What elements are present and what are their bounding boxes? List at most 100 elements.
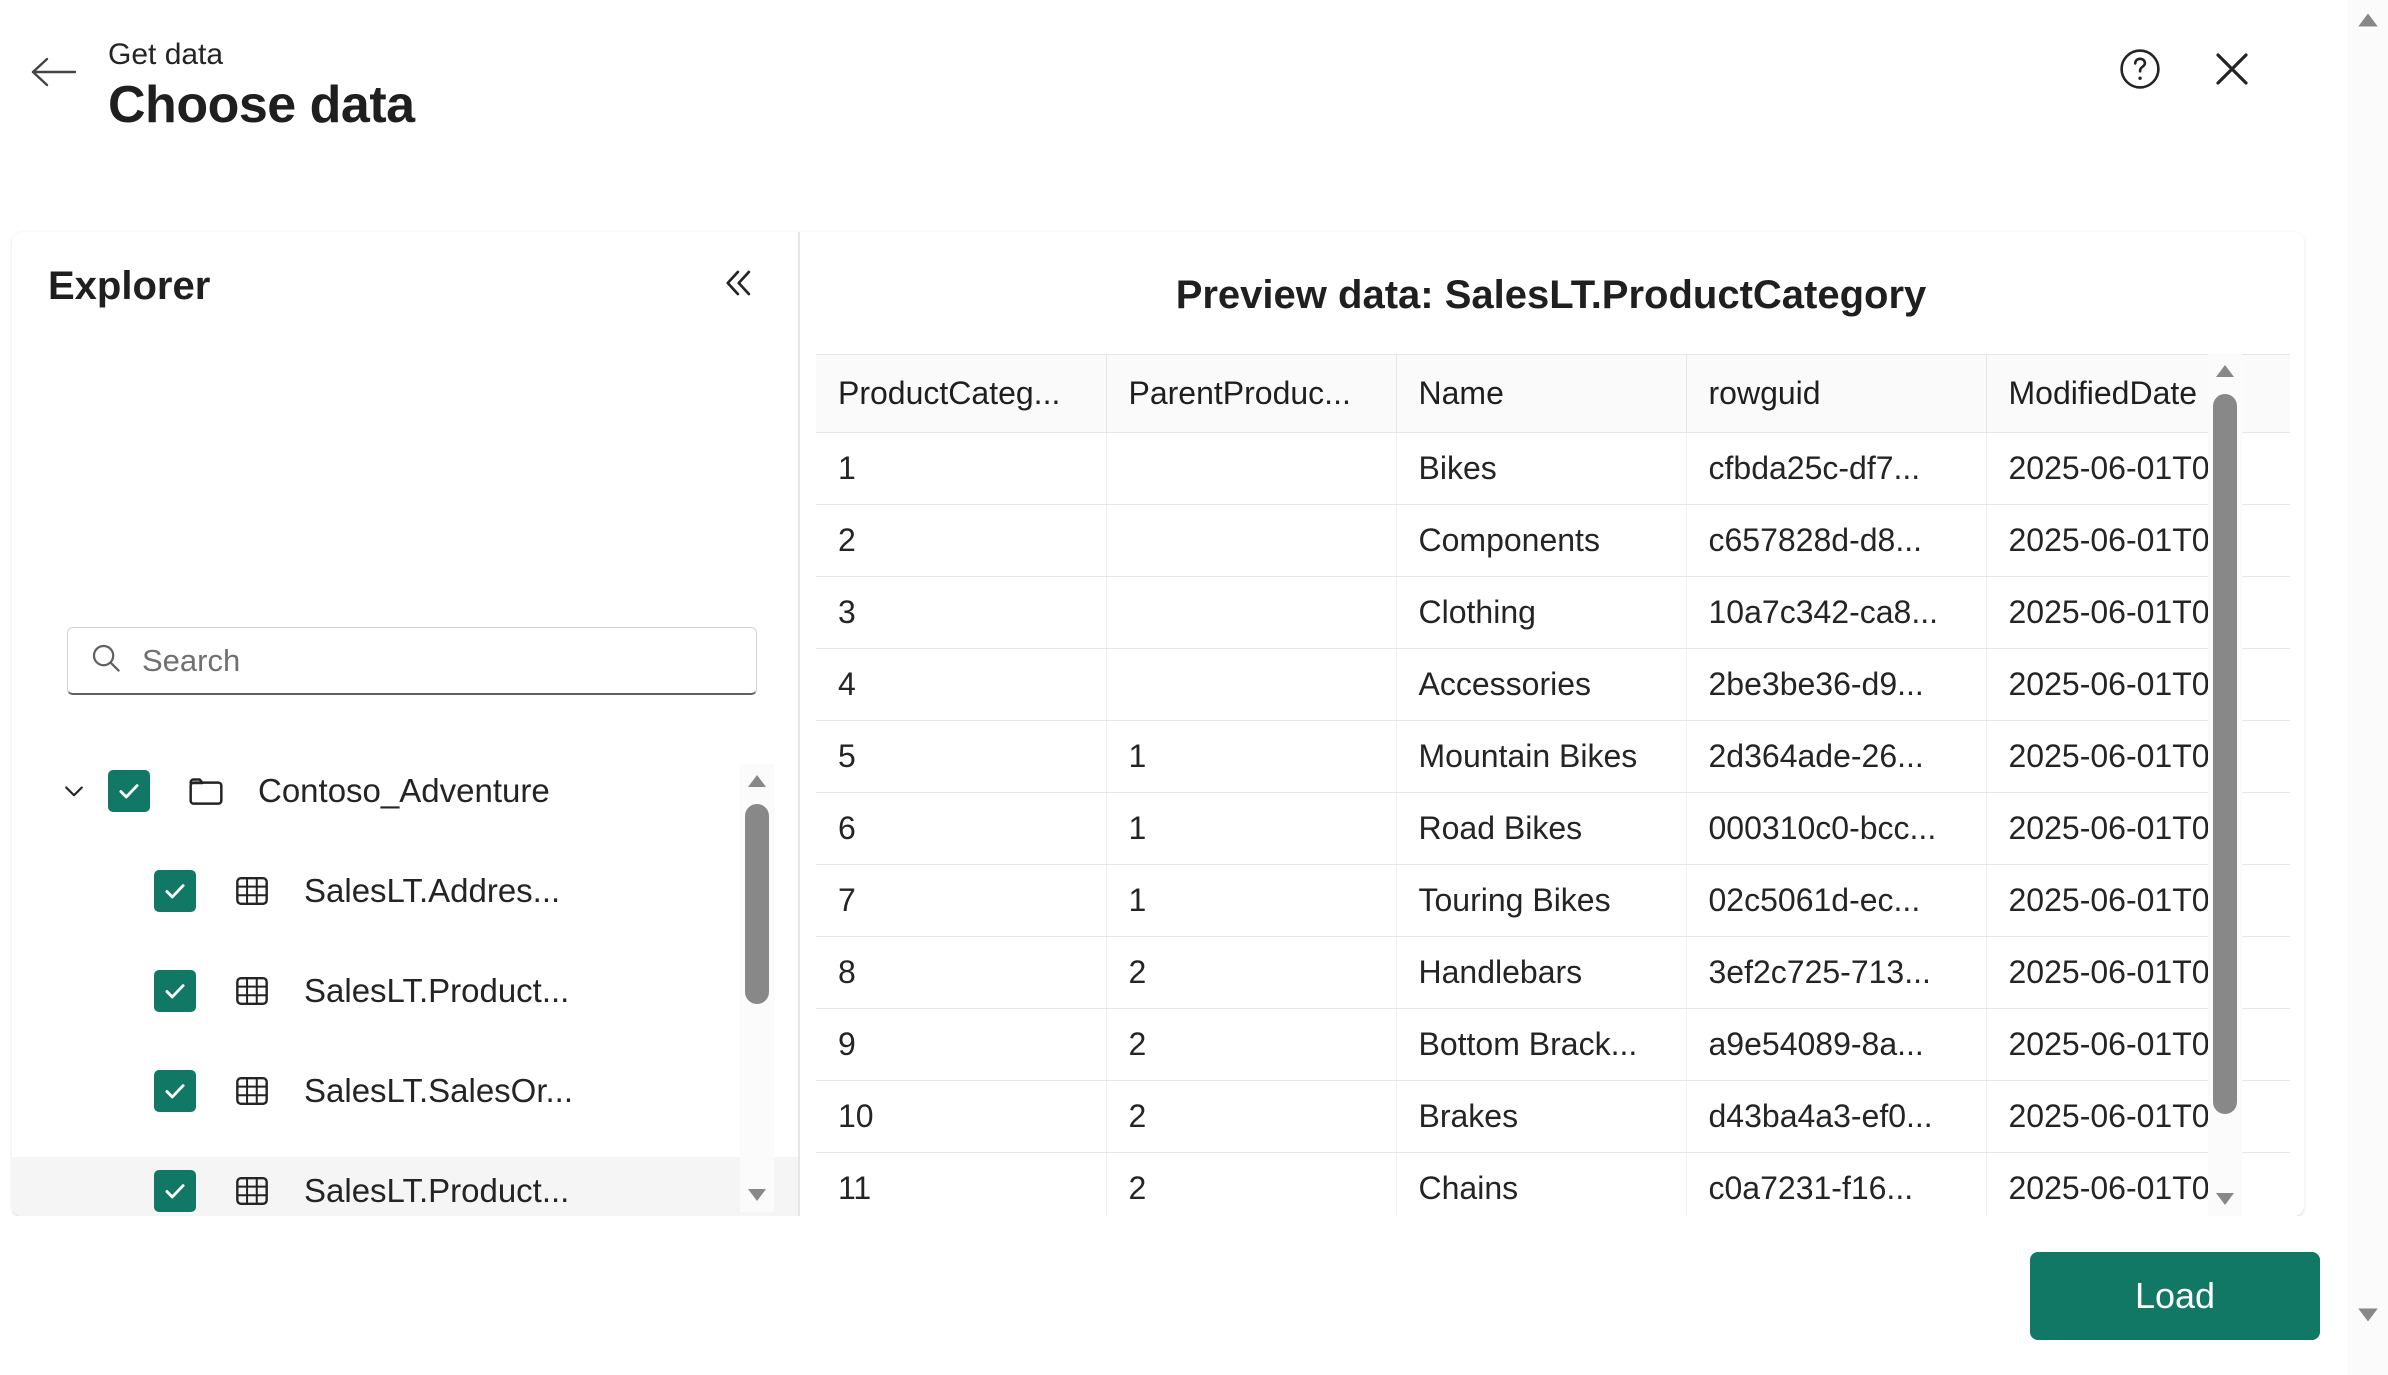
- explorer-panel: Explorer: [12, 232, 800, 1216]
- cell-name: Bottom Brack...: [1396, 1008, 1687, 1081]
- page-title: Choose data: [108, 76, 415, 134]
- scroll-up-arrow-icon[interactable]: [2208, 354, 2242, 388]
- checkbox-checked[interactable]: [108, 770, 150, 812]
- table-row: 6 1 Road Bikes 000310c0-bcc... 2025-06-0…: [816, 792, 2290, 865]
- folder-icon: [180, 768, 232, 814]
- cell-productcategoryid: 1: [816, 432, 1107, 505]
- cell-parentproductcategoryid: 2: [1106, 1152, 1397, 1216]
- preview-scrollbar[interactable]: [2208, 354, 2242, 1216]
- column-header-parentproductcategoryid[interactable]: ParentProduc...: [1106, 354, 1397, 433]
- cell-name: Brakes: [1396, 1080, 1687, 1153]
- scroll-down-arrow-icon[interactable]: [2348, 1295, 2388, 1335]
- cell-parentproductcategoryid: [1106, 648, 1397, 721]
- cell-rowguid: 3ef2c725-713...: [1686, 936, 1987, 1009]
- tree-node-label: SalesLT.Addres...: [304, 872, 561, 909]
- cell-modifieddate: 2025-06-01T0...: [1986, 1152, 2290, 1216]
- table-header-row: ProductCateg... ParentProduc... Name row…: [816, 354, 2290, 433]
- table-row: 7 1 Touring Bikes 02c5061d-ec... 2025-06…: [816, 864, 2290, 937]
- cell-modifieddate: 2025-06-01T0...: [1986, 648, 2290, 721]
- cell-rowguid: 2be3be36-d9...: [1686, 648, 1987, 721]
- cell-productcategoryid: 8: [816, 936, 1107, 1009]
- help-button[interactable]: [2112, 42, 2168, 98]
- cell-productcategoryid: 7: [816, 864, 1107, 937]
- close-button[interactable]: [2204, 42, 2260, 98]
- cell-parentproductcategoryid: 2: [1106, 1080, 1397, 1153]
- scroll-up-arrow-icon[interactable]: [2348, 0, 2388, 40]
- dialog-header: Get data Choose data: [0, 0, 2388, 232]
- cell-parentproductcategoryid: 1: [1106, 792, 1397, 865]
- column-header-rowguid[interactable]: rowguid: [1686, 354, 1987, 433]
- checkbox-checked[interactable]: [154, 970, 196, 1012]
- cell-modifieddate: 2025-06-01T0...: [1986, 792, 2290, 865]
- explorer-scrollbar[interactable]: [740, 764, 774, 1212]
- checkbox-checked[interactable]: [154, 1170, 196, 1212]
- cell-productcategoryid: 2: [816, 504, 1107, 577]
- cell-parentproductcategoryid: [1106, 432, 1397, 505]
- cell-productcategoryid: 5: [816, 720, 1107, 793]
- column-header-modifieddate[interactable]: ModifiedDate: [1986, 354, 2290, 433]
- cell-modifieddate: 2025-06-01T0...: [1986, 576, 2290, 649]
- dialog-footer: Load: [0, 1216, 2388, 1375]
- column-header-name[interactable]: Name: [1396, 354, 1687, 433]
- search-input[interactable]: [142, 642, 736, 679]
- cell-name: Clothing: [1396, 576, 1687, 649]
- collapse-panel-button[interactable]: [710, 258, 762, 310]
- explorer-header: Explorer: [12, 232, 798, 352]
- cell-parentproductcategoryid: [1106, 576, 1397, 649]
- cell-name: Mountain Bikes: [1396, 720, 1687, 793]
- scroll-down-arrow-icon[interactable]: [2208, 1182, 2242, 1216]
- column-header-productcategoryid[interactable]: ProductCateg...: [816, 354, 1107, 433]
- checkbox-checked[interactable]: [154, 1070, 196, 1112]
- table-icon: [226, 1069, 278, 1113]
- search-icon: [88, 640, 124, 681]
- table-row: 11 2 Chains c0a7231-f16... 2025-06-01T0.…: [816, 1152, 2290, 1216]
- cell-rowguid: 2d364ade-26...: [1686, 720, 1987, 793]
- cell-productcategoryid: 9: [816, 1008, 1107, 1081]
- cell-name: Touring Bikes: [1396, 864, 1687, 937]
- tree-node-saleslt-salesorder[interactable]: SalesLT.SalesOr...: [12, 1057, 798, 1125]
- preview-scrollbar-thumb[interactable]: [2213, 394, 2237, 1114]
- table-row: 5 1 Mountain Bikes 2d364ade-26... 2025-0…: [816, 720, 2290, 793]
- load-button[interactable]: Load: [2030, 1252, 2320, 1340]
- cell-rowguid: c657828d-d8...: [1686, 504, 1987, 577]
- cell-parentproductcategoryid: 2: [1106, 936, 1397, 1009]
- cell-parentproductcategoryid: [1106, 504, 1397, 577]
- cell-name: Handlebars: [1396, 936, 1687, 1009]
- chevron-down-icon[interactable]: [54, 771, 94, 811]
- back-button[interactable]: [26, 45, 82, 101]
- preview-grid: ProductCateg... ParentProduc... Name row…: [816, 354, 2290, 1216]
- page-scrollbar[interactable]: [2348, 0, 2388, 1375]
- tree-node-label: SalesLT.Product...: [304, 972, 570, 1009]
- content-card: Explorer: [12, 232, 2304, 1216]
- cell-rowguid: 10a7c342-ca8...: [1686, 576, 1987, 649]
- scroll-up-arrow-icon[interactable]: [740, 764, 774, 798]
- tree-node-saleslt-address[interactable]: SalesLT.Addres...: [12, 857, 798, 925]
- cell-rowguid: 02c5061d-ec...: [1686, 864, 1987, 937]
- explorer-scrollbar-thumb[interactable]: [745, 804, 769, 1004]
- cell-productcategoryid: 4: [816, 648, 1107, 721]
- cell-modifieddate: 2025-06-01T0...: [1986, 504, 2290, 577]
- preview-title: Preview data: SalesLT.ProductCategory: [1175, 273, 1927, 317]
- search-box[interactable]: [67, 627, 757, 695]
- help-circle-icon: [2116, 45, 2164, 96]
- explorer-title: Explorer: [48, 264, 211, 308]
- table-icon: [226, 1169, 278, 1213]
- table-row: 8 2 Handlebars 3ef2c725-713... 2025-06-0…: [816, 936, 2290, 1009]
- tree-node-contoso-adventure[interactable]: Contoso_Adventure: [12, 757, 798, 825]
- tree-node-label: SalesLT.Product...: [304, 1172, 570, 1209]
- double-chevron-left-icon: [714, 261, 758, 308]
- preview-table-head: ProductCateg... ParentProduc... Name row…: [816, 354, 2290, 433]
- tree-node-saleslt-product[interactable]: SalesLT.Product...: [12, 957, 798, 1025]
- panel-divider: [798, 232, 800, 1216]
- checkbox-checked[interactable]: [154, 870, 196, 912]
- tree-node-label: SalesLT.SalesOr...: [304, 1072, 574, 1109]
- cell-modifieddate: 2025-06-01T0...: [1986, 864, 2290, 937]
- cell-name: Accessories: [1396, 648, 1687, 721]
- scroll-down-arrow-icon[interactable]: [740, 1178, 774, 1212]
- cell-rowguid: d43ba4a3-ef0...: [1686, 1080, 1987, 1153]
- table-row: 9 2 Bottom Brack... a9e54089-8a... 2025-…: [816, 1008, 2290, 1081]
- tree-node-saleslt-productcategory[interactable]: SalesLT.Product...: [12, 1157, 798, 1216]
- table-row: 1 Bikes cfbda25c-df7... 2025-06-01T0...: [816, 432, 2290, 505]
- breadcrumb-eyebrow: Get data: [108, 38, 224, 71]
